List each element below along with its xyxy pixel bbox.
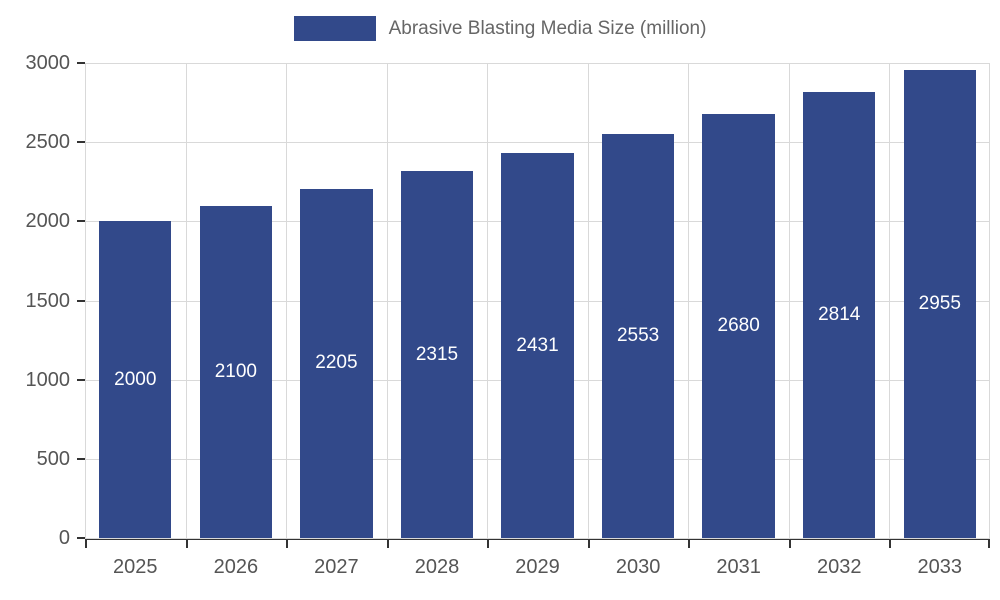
x-tick-label: 2029 [515,556,560,578]
bar: 2955 [903,70,976,538]
y-tick-label: 1500 [25,289,71,312]
plot-area: 2000 2100 2205 2315 2431 2553 2680 2814 2955 202… [26,52,990,578]
bar: 2000 [99,221,172,538]
gridline-vertical [185,63,187,538]
category-band: 2000 [85,63,186,538]
gridline-vertical [788,63,790,538]
y-tick-mark [77,220,85,223]
bar-value-label: 2100 [214,360,257,382]
category-band: 2315 [387,63,488,538]
y-tick-label: 1000 [25,368,71,391]
x-tick-mark [286,540,289,548]
x-tick-mark [85,540,87,548]
x-tick-label: 2027 [314,556,359,578]
gridline-horizontal [85,142,990,144]
bar-value-label: 2680 [717,314,760,336]
category-band: 2955 [890,63,991,538]
gridline-vertical [688,63,690,538]
legend: Abrasive Blasting Media Size (million) [0,16,1000,41]
bar: 2205 [300,188,373,538]
legend-swatch-icon [293,16,376,41]
y-tick-mark [77,378,85,381]
x-tick-label: 2026 [213,556,259,578]
y-tick-label: 500 [36,447,70,470]
bar: 2680 [702,113,775,538]
bar-value-label: 2814 [818,304,861,326]
category-band: 2553 [588,63,689,538]
category-band: 2680 [688,63,789,538]
category-band: 2205 [286,63,387,538]
category-band: 2814 [789,63,890,538]
gridline-horizontal [85,538,990,539]
x-tick-mark [487,540,490,548]
x-tick-label: 2033 [917,556,963,578]
category-band: 2431 [487,63,588,538]
x-axis: 2025 2026 2027 2028 2029 2030 2031 2032 2033 [85,538,990,579]
x-tick-label: 2028 [414,556,460,578]
gridline-vertical [587,63,589,538]
gridline-horizontal [85,63,990,64]
bar: 2553 [601,133,675,538]
bar: 2814 [803,92,876,538]
gridline-vertical [286,63,288,538]
x-tick-mark [889,540,892,548]
y-tick-mark [77,457,85,460]
bar: 2315 [400,171,474,538]
y-tick-mark [77,62,85,64]
y-tick-mark [77,141,85,144]
x-tick-mark [988,540,990,548]
bar-value-label: 2000 [114,368,157,390]
gridline-vertical [989,63,990,538]
x-tick-mark [185,540,188,548]
bars-layer: 2000 2100 2205 2315 2431 2553 2680 2814 2955 [85,63,990,538]
bar-value-label: 2205 [315,352,358,374]
x-tick-label: 2030 [615,556,661,578]
x-tick-mark [788,540,791,548]
bar-value-label: 2553 [616,324,660,346]
category-band: 2100 [186,63,287,538]
bar-value-label: 2315 [415,343,459,365]
gridline-vertical [889,63,891,538]
x-tick-label: 2032 [816,556,862,578]
y-tick-label: 2000 [25,210,71,233]
bar: 2431 [501,153,574,538]
y-tick-label: 3000 [25,52,71,74]
legend-label: Abrasive Blasting Media Size (million) [388,17,707,39]
x-tick-label: 2025 [113,556,158,578]
y-tick-mark [77,537,85,539]
y-tick-mark [77,299,85,302]
gridline-vertical [487,63,489,538]
gridline-vertical [386,63,388,538]
bar-value-label: 2955 [918,293,961,315]
bar: 2100 [199,205,273,538]
x-tick-mark [688,540,691,548]
gridline-vertical [85,63,86,538]
y-tick-label: 0 [58,527,70,549]
x-tick-mark [386,540,389,548]
bar-value-label: 2431 [516,334,559,356]
x-tick-label: 2031 [716,556,761,578]
x-tick-mark [587,540,590,548]
y-tick-label: 2500 [25,131,71,154]
